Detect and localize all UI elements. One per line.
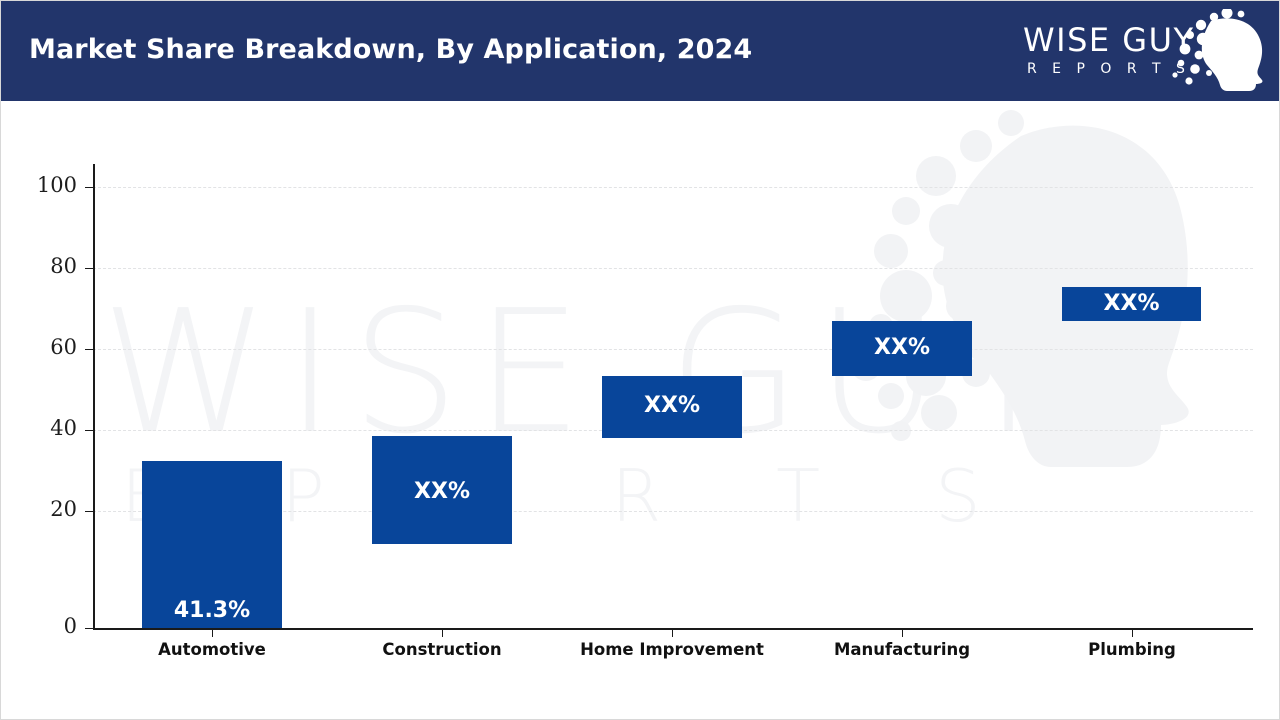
y-tick-label-40: 40 bbox=[50, 416, 77, 440]
logo-text-secondary: R E P O R T S bbox=[1027, 61, 1190, 77]
logo-text-primary: WISE GUY bbox=[1023, 21, 1195, 59]
y-tick-mark-60 bbox=[85, 349, 94, 350]
bar-label-plumbing: XX% bbox=[1103, 291, 1160, 316]
gridline-20 bbox=[93, 511, 1253, 512]
y-tick-label-100: 100 bbox=[36, 173, 77, 197]
bar-construction[interactable] bbox=[372, 436, 512, 544]
bar-label-construction: XX% bbox=[414, 479, 470, 504]
bar-automotive[interactable] bbox=[142, 461, 282, 628]
x-tick-mark-manufacturing bbox=[902, 628, 903, 637]
gridline-60 bbox=[93, 349, 1253, 350]
chart-plot-area: WISE GUY E P O R T S bbox=[1, 101, 1279, 719]
bar-label-home-improvement: XX% bbox=[644, 393, 700, 418]
x-tick-label-manufacturing: Manufacturing bbox=[833, 640, 971, 659]
y-tick-mark-100 bbox=[85, 187, 94, 188]
bar-plumbing[interactable] bbox=[1062, 287, 1201, 321]
y-tick-mark-80 bbox=[85, 268, 94, 269]
bar-manufacturing[interactable] bbox=[832, 321, 972, 376]
x-tick-mark-automotive bbox=[212, 628, 213, 637]
x-tick-label-construction: Construction bbox=[382, 640, 502, 659]
x-tick-label-home-improvement: Home Improvement bbox=[580, 640, 764, 659]
bar-label-manufacturing: XX% bbox=[874, 335, 930, 360]
y-axis-spine bbox=[93, 164, 95, 628]
y-tick-mark-40 bbox=[85, 430, 94, 431]
y-tick-label-60: 60 bbox=[50, 335, 77, 359]
y-tick-label-0: 0 bbox=[63, 614, 77, 638]
y-tick-label-20: 20 bbox=[50, 497, 77, 521]
gridline-80 bbox=[93, 268, 1253, 269]
y-tick-mark-20 bbox=[85, 511, 94, 512]
header-band: Market Share Breakdown, By Application, … bbox=[1, 1, 1279, 101]
gridline-100 bbox=[93, 187, 1253, 188]
bar-label-automotive: 41.3% bbox=[173, 598, 251, 623]
page-title: Market Share Breakdown, By Application, … bbox=[29, 34, 753, 65]
bar-home-improvement[interactable] bbox=[602, 376, 742, 438]
x-tick-label-automotive: Automotive bbox=[158, 640, 266, 659]
y-tick-label-80: 80 bbox=[50, 254, 77, 278]
x-tick-mark-plumbing bbox=[1132, 628, 1133, 637]
wise-guy-reports-logo: WISE GUY R E P O R T S bbox=[1023, 9, 1263, 91]
x-axis-spine bbox=[93, 628, 1253, 630]
x-tick-label-plumbing: Plumbing bbox=[1088, 640, 1176, 659]
x-tick-mark-home-improvement bbox=[672, 628, 673, 637]
logo-head-icon bbox=[1172, 9, 1263, 91]
x-tick-mark-construction bbox=[442, 628, 443, 637]
y-tick-mark-0 bbox=[85, 628, 94, 629]
